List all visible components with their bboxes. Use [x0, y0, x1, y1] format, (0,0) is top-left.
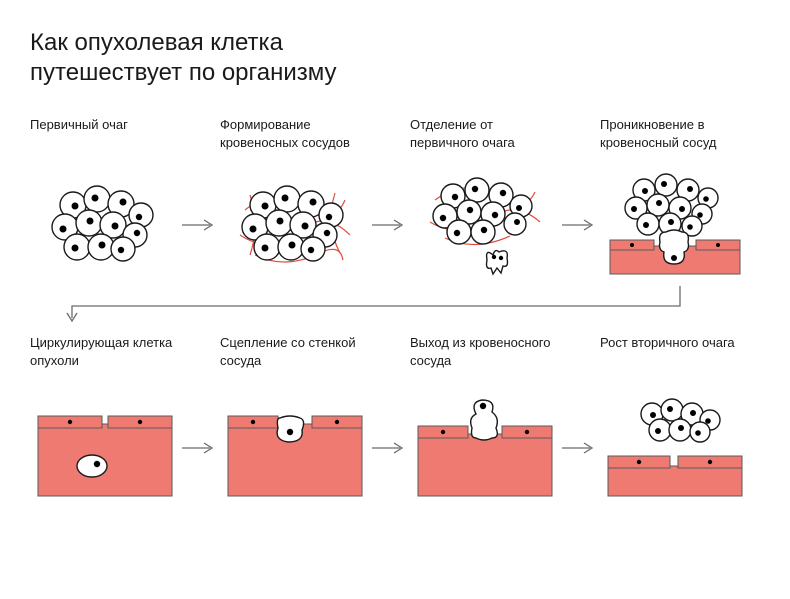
- stage-6-art: [220, 388, 370, 508]
- arrow-5-6: [180, 388, 220, 508]
- stage-1-art: [30, 170, 180, 280]
- stage-3-label: Отделение от первичного очага: [410, 116, 560, 170]
- stage-8-label: Рост вторичного очага: [600, 334, 750, 388]
- stage-2-art: [220, 170, 370, 280]
- stage-8-art: [600, 388, 750, 508]
- stage-5-art: [30, 388, 180, 508]
- stage-4: Проникновение в кровеносный сосуд: [600, 116, 750, 280]
- stage-1: Первичный очаг: [30, 116, 180, 280]
- stage-7: Выход из кровеносного сосуда: [410, 334, 560, 508]
- stage-7-label: Выход из кровеносного сосуда: [410, 334, 560, 388]
- page-title: Как опухолевая клетка путешествует по ор…: [30, 28, 760, 88]
- stage-2: Формирование кровеносных сосудов: [220, 116, 370, 280]
- title-line-1: Как опухолевая клетка: [30, 29, 283, 56]
- stage-4-art: [600, 170, 750, 280]
- stage-8: Рост вторичного очага: [600, 334, 750, 508]
- row-connector: [30, 286, 760, 326]
- stage-6: Сцепление со стенкой сосуда: [220, 334, 370, 508]
- stage-6-label: Сцепление со стенкой сосуда: [220, 334, 370, 388]
- arrow-3-4: [560, 170, 600, 280]
- stage-1-label: Первичный очаг: [30, 116, 180, 170]
- stage-row-2: Циркулирующая клетка опухоли Сцепление с…: [30, 334, 760, 508]
- arrow-1-2: [180, 170, 220, 280]
- arrow-7-8: [560, 388, 600, 508]
- stage-2-label: Формирование кровеносных сосудов: [220, 116, 370, 170]
- arrow-2-3: [370, 170, 410, 280]
- stage-5: Циркулирующая клетка опухоли: [30, 334, 180, 508]
- stage-row-1: Первичный очаг Формирование кровеносных …: [30, 116, 760, 280]
- stage-7-art: [410, 388, 560, 508]
- arrow-6-7: [370, 388, 410, 508]
- stage-3: Отделение от первичного очага: [410, 116, 560, 280]
- title-line-2: путешествует по организму: [30, 59, 337, 86]
- stage-5-label: Циркулирующая клетка опухоли: [30, 334, 180, 388]
- stage-4-label: Проникновение в кровеносный сосуд: [600, 116, 750, 170]
- stage-3-art: [410, 170, 560, 280]
